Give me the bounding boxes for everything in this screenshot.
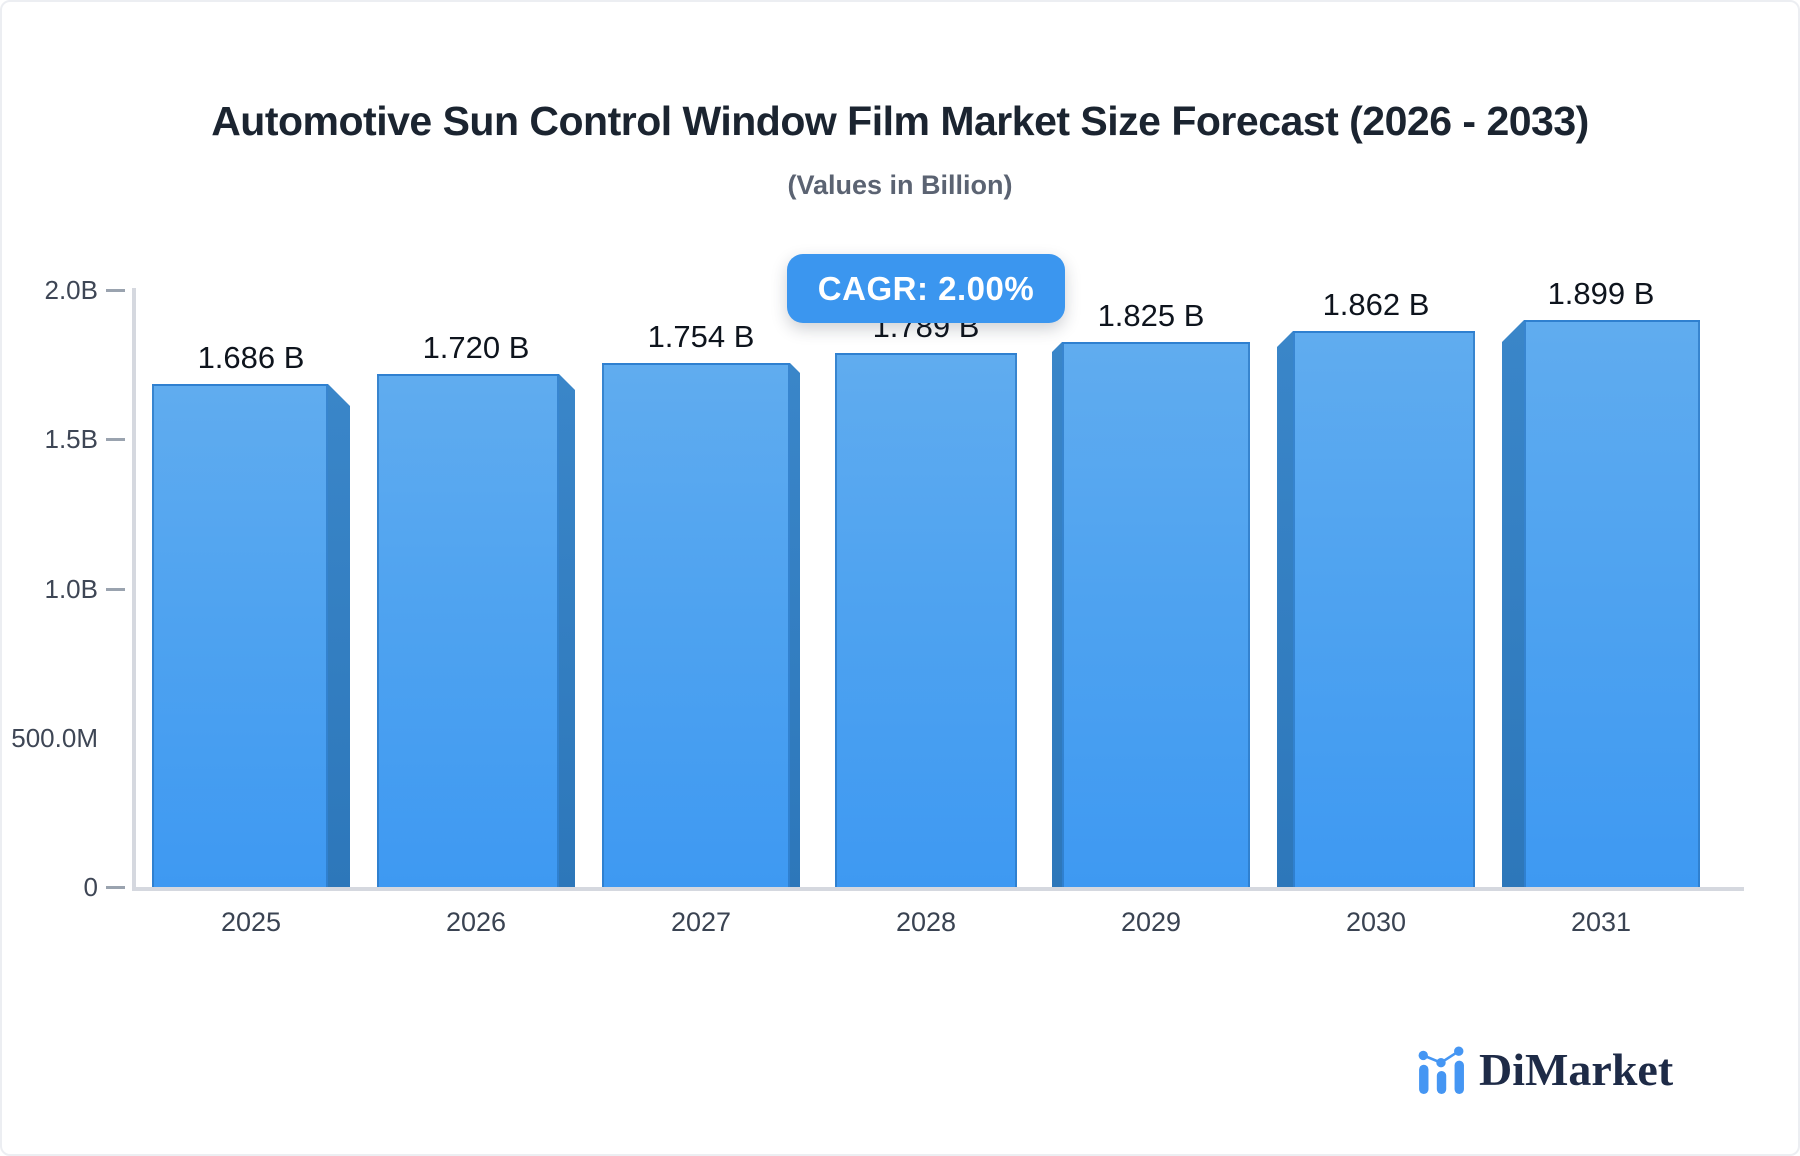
y-axis-tick-mark [106, 289, 125, 292]
x-axis-label: 2025 [220, 907, 282, 937]
x-axis-label: 2030 [1345, 907, 1407, 937]
x-axis-label: 2031 [1570, 907, 1632, 937]
y-axis-tick-mark [106, 886, 125, 889]
mini-bar-chart-icon [1418, 1046, 1464, 1094]
brand-name: DiMarket [1479, 1044, 1674, 1095]
bar-value-label: 1.825 B [1097, 298, 1205, 333]
bar-side-face [790, 363, 800, 887]
cagr-badge: CAGR: 2.00% [787, 254, 1065, 323]
x-axis-baseline [132, 887, 1744, 891]
bar-side-face [1277, 331, 1293, 887]
bar[interactable] [152, 384, 328, 887]
bar-value-label: 1.720 B [422, 330, 530, 365]
bar[interactable] [835, 353, 1017, 887]
bar-side-face [1502, 320, 1524, 887]
y-axis-line [132, 288, 136, 891]
bar-value-label: 1.686 B [197, 340, 305, 375]
bar[interactable] [602, 363, 790, 887]
bar-value-label: 1.754 B [647, 319, 755, 354]
chart-title: Automotive Sun Control Window Film Marke… [211, 98, 1589, 144]
y-axis-tick-label: 500.0M [11, 723, 98, 753]
bar-value-label: 1.899 B [1547, 276, 1655, 311]
y-axis-tick-label: 0 [83, 872, 98, 902]
bar[interactable] [1062, 342, 1250, 887]
x-axis-label: 2026 [445, 907, 507, 937]
bar-side-face [1052, 342, 1062, 887]
bar-side-face [328, 384, 350, 887]
y-axis-tick-label: 1.5B [44, 424, 99, 454]
bar-side-face [559, 374, 575, 887]
bar-value-label: 1.862 B [1322, 287, 1430, 322]
bar[interactable] [1293, 331, 1475, 887]
x-axis-label: 2029 [1120, 907, 1182, 937]
bar[interactable] [377, 374, 559, 887]
y-axis-tick-mark [106, 588, 125, 591]
y-axis-tick-mark [106, 438, 125, 441]
y-axis-tick-label: 1.0B [44, 574, 99, 604]
x-axis-label: 2028 [895, 907, 957, 937]
brand-logo: DiMarket [1417, 1042, 1673, 1098]
x-axis-label: 2027 [670, 907, 732, 937]
bar[interactable] [1524, 320, 1700, 887]
chart-subtitle: (Values in Billion) [787, 170, 1013, 200]
y-axis-tick-label: 2.0B [44, 275, 99, 305]
